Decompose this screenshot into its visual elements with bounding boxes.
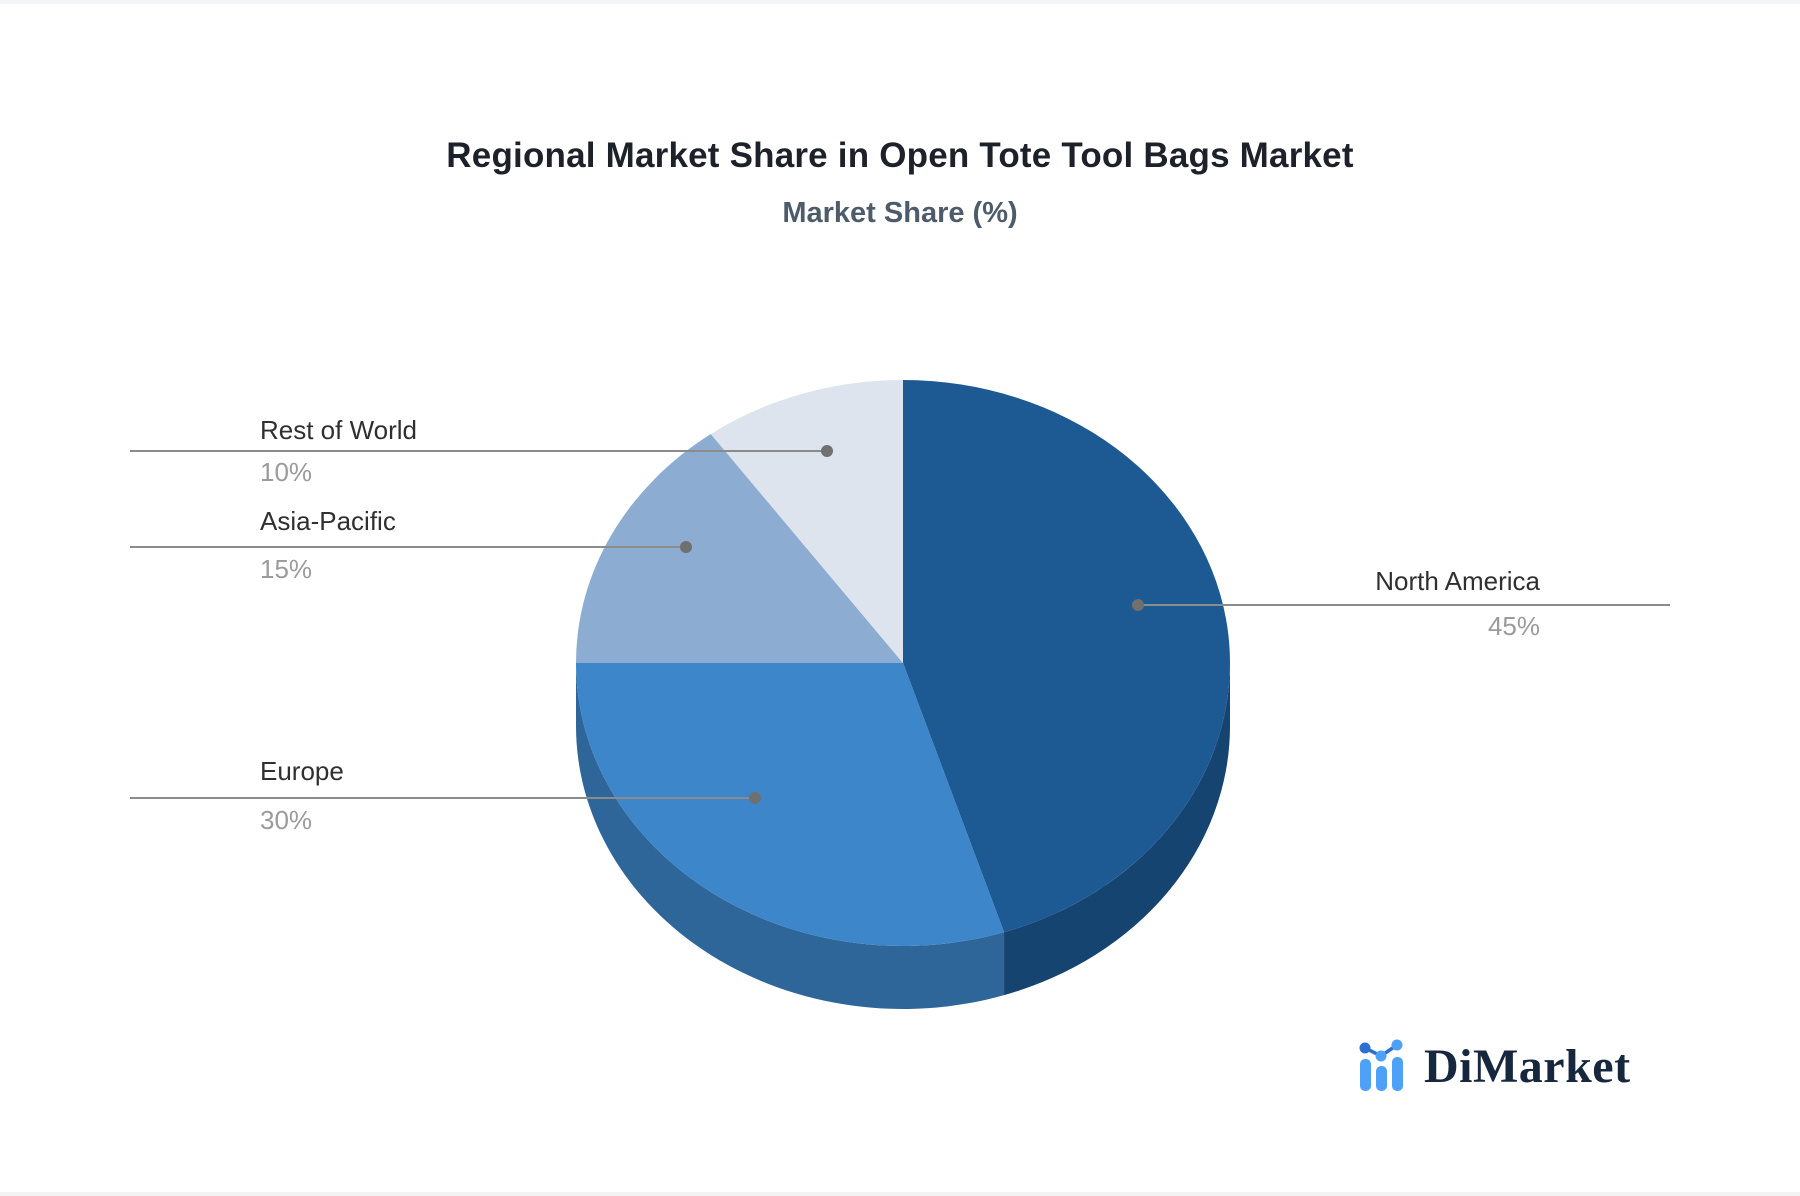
pie-slice-europe [576, 663, 1005, 946]
dimarket-logo: DiMarket [1358, 1034, 1631, 1098]
page-top-border [0, 0, 1800, 4]
pie-slice-asia-pacific [576, 434, 903, 663]
leader-dot-europe [749, 792, 761, 804]
pie-side-europe [576, 663, 1005, 1009]
leader-dot-rest-of-world [821, 445, 833, 457]
page-bottom-border [0, 1192, 1800, 1196]
slice-label-value: 45% [1487, 611, 1540, 641]
bar-line-chart-icon [1359, 1039, 1403, 1091]
leader-dot-north-america [1132, 599, 1144, 611]
slice-label-name: Rest of World [260, 415, 418, 445]
slice-label-name: North America [1375, 566, 1540, 596]
pie-side-north-america [1004, 663, 1230, 996]
slice-label-value: 10% [260, 457, 313, 487]
logo-text: DiMarket [1424, 1039, 1631, 1093]
slice-label-value: 30% [260, 805, 313, 835]
slice-label-name: Europe [260, 756, 344, 786]
leader-dot-asia-pacific [680, 541, 692, 553]
slice-label-name: Asia-Pacific [260, 506, 396, 536]
chart-subtitle: Market Share (%) [782, 197, 1018, 229]
chart-title: Regional Market Share in Open Tote Tool … [446, 136, 1354, 175]
pie-slice-north-america [903, 380, 1230, 933]
slice-label-value: 15% [260, 554, 313, 584]
